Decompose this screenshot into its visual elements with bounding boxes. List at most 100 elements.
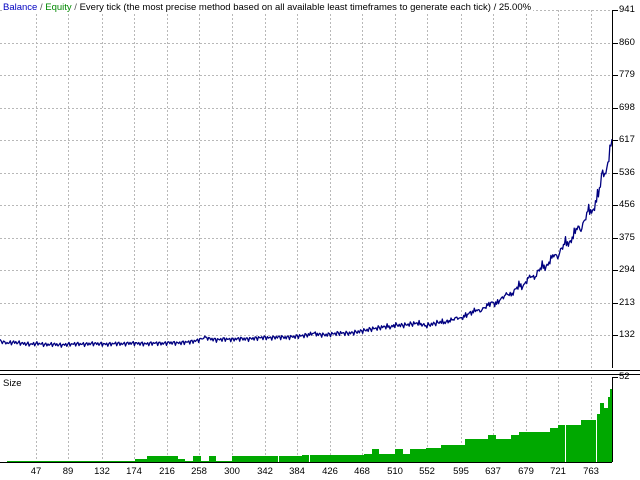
size-bar <box>495 439 504 462</box>
balance-equity-curve <box>0 139 612 348</box>
size-bar <box>294 456 302 462</box>
vertical-gridline <box>591 10 592 368</box>
x-axis-label: 510 <box>387 466 403 477</box>
size-bar <box>573 425 581 462</box>
size-bar <box>503 439 512 462</box>
vertical-gridline <box>526 377 527 462</box>
size-bar <box>472 439 481 462</box>
size-bar <box>340 454 349 462</box>
size-bar <box>441 445 450 462</box>
size-bar <box>610 388 612 462</box>
legend-separator-1: / <box>37 2 46 13</box>
horizontal-gridline <box>0 270 612 271</box>
size-axis-max-label: 52 <box>619 371 630 382</box>
size-bar <box>348 454 357 462</box>
vertical-gridline <box>526 10 527 368</box>
size-bar <box>425 447 434 462</box>
vertical-gridline <box>102 10 103 368</box>
equity-chart-plot <box>0 10 612 368</box>
x-axis-label: 258 <box>191 466 207 477</box>
vertical-gridline <box>167 377 168 462</box>
vertical-gridline <box>395 377 396 462</box>
vertical-gridline <box>36 377 37 462</box>
size-bar <box>526 432 535 462</box>
size-bar <box>193 456 201 462</box>
size-bar <box>146 456 155 462</box>
legend-balance-label: Balance <box>3 2 38 13</box>
vertical-gridline <box>68 377 69 462</box>
vertical-gridline <box>362 10 363 368</box>
size-bar <box>53 460 77 462</box>
size-bar <box>379 453 388 462</box>
x-axis-label: 721 <box>550 466 566 477</box>
size-bar <box>123 460 135 462</box>
vertical-gridline <box>199 377 200 462</box>
vertical-gridline <box>199 10 200 368</box>
vertical-gridline <box>297 10 298 368</box>
size-bar <box>7 460 31 462</box>
y-axis-label: 375 <box>619 232 635 243</box>
size-bar <box>216 460 225 462</box>
size-bar <box>278 456 287 462</box>
y-axis-tick <box>612 238 618 239</box>
x-axis-line <box>0 462 612 463</box>
y-axis-label: 536 <box>619 167 635 178</box>
vertical-gridline <box>265 10 266 368</box>
x-axis-label: 637 <box>485 466 501 477</box>
vertical-gridline <box>167 10 168 368</box>
horizontal-gridline <box>0 43 612 44</box>
size-bar <box>255 456 263 462</box>
vertical-gridline <box>134 377 135 462</box>
vertical-gridline <box>395 10 396 368</box>
size-bar <box>371 449 380 462</box>
size-panel-label: Size <box>3 378 24 389</box>
y-axis-tick <box>612 335 618 336</box>
vertical-gridline <box>493 377 494 462</box>
vertical-gridline <box>493 10 494 368</box>
vertical-gridline <box>558 377 559 462</box>
size-bar <box>239 456 248 462</box>
size-bar <box>456 445 465 462</box>
size-bar <box>581 419 589 462</box>
y-axis-tick <box>612 75 618 76</box>
size-bar <box>177 459 186 462</box>
size-bar <box>596 414 601 462</box>
size-axis-tick <box>612 377 618 378</box>
size-bar <box>263 456 271 462</box>
size-bar <box>433 447 442 462</box>
size-bar <box>534 432 543 462</box>
y-axis-tick <box>612 270 618 271</box>
size-bar <box>76 460 101 462</box>
vertical-gridline <box>102 377 103 462</box>
vertical-gridline <box>427 10 428 368</box>
size-bar <box>518 432 527 462</box>
vertical-gridline <box>68 10 69 368</box>
vertical-gridline <box>36 10 37 368</box>
x-axis-label: 174 <box>126 466 142 477</box>
x-axis-label: 552 <box>419 466 435 477</box>
vertical-gridline <box>591 377 592 462</box>
size-bar <box>363 453 372 462</box>
y-axis-tick <box>612 108 618 109</box>
x-axis-label: 132 <box>94 466 110 477</box>
size-bar <box>418 449 426 462</box>
horizontal-gridline <box>0 173 612 174</box>
vertical-gridline <box>362 377 363 462</box>
y-axis-label: 860 <box>619 37 635 48</box>
x-axis-label: 679 <box>518 466 534 477</box>
legend-separator-2: / <box>71 2 80 13</box>
x-axis-label: 763 <box>583 466 599 477</box>
size-bar <box>286 456 294 462</box>
y-axis-label: 213 <box>619 297 635 308</box>
size-bar <box>135 459 147 462</box>
vertical-gridline <box>461 377 462 462</box>
size-bar <box>270 456 279 462</box>
legend-description: Every tick (the most precise method base… <box>79 2 532 13</box>
y-axis-label: 698 <box>619 102 635 113</box>
size-bar <box>542 432 550 462</box>
x-axis-label: 47 <box>30 466 42 477</box>
size-bar <box>387 453 395 462</box>
vertical-gridline <box>558 10 559 368</box>
y-axis-tick <box>612 303 618 304</box>
